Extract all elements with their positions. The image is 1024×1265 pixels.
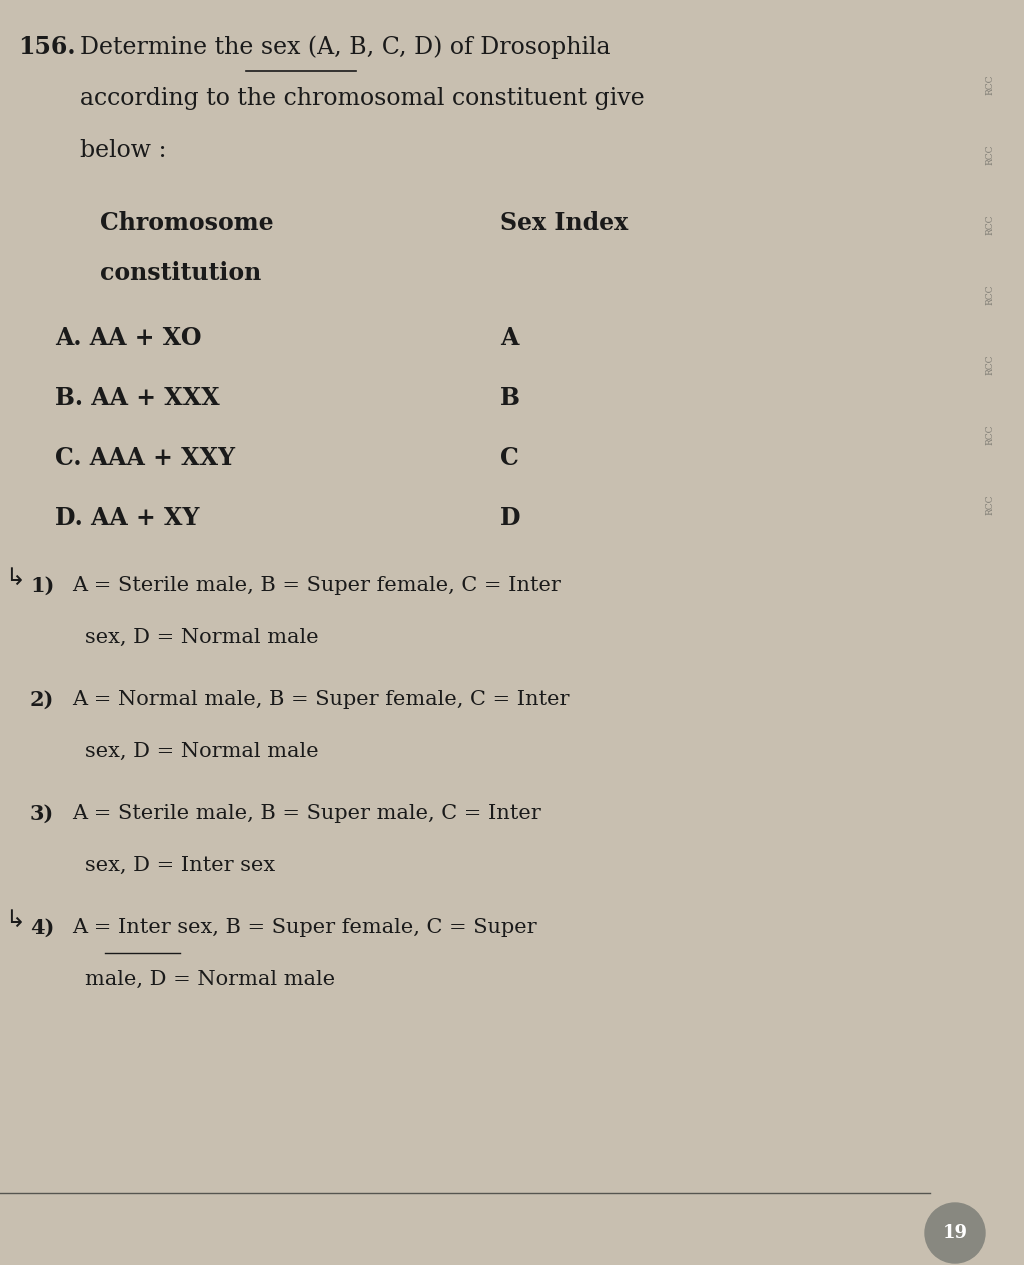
Text: according to the chromosomal constituent give: according to the chromosomal constituent…	[80, 87, 645, 110]
Text: D: D	[500, 506, 520, 530]
Text: B: B	[500, 386, 520, 410]
Text: C. AAA + XXY: C. AAA + XXY	[55, 447, 234, 471]
Circle shape	[925, 1203, 985, 1262]
Text: Chromosome: Chromosome	[100, 211, 273, 235]
Text: 3): 3)	[30, 805, 54, 824]
Text: A = Sterile male, B = Super female, C = Inter: A = Sterile male, B = Super female, C = …	[72, 576, 561, 595]
Text: RCC: RCC	[985, 425, 994, 445]
Text: D. AA + XY: D. AA + XY	[55, 506, 200, 530]
Text: 1): 1)	[30, 576, 54, 596]
Text: constitution: constitution	[100, 261, 261, 285]
Text: A = Normal male, B = Super female, C = Inter: A = Normal male, B = Super female, C = I…	[72, 689, 569, 708]
Text: 2): 2)	[30, 689, 54, 710]
Text: male, D = Normal male: male, D = Normal male	[85, 970, 335, 989]
Text: 19: 19	[942, 1225, 968, 1242]
Text: Sex Index: Sex Index	[500, 211, 629, 235]
Text: A. AA + XO: A. AA + XO	[55, 326, 202, 350]
Text: RCC: RCC	[985, 285, 994, 305]
Text: sex, D = Normal male: sex, D = Normal male	[85, 627, 318, 646]
Text: ↳: ↳	[5, 908, 25, 932]
Text: A = Sterile male, B = Super male, C = Inter: A = Sterile male, B = Super male, C = In…	[72, 805, 541, 824]
Text: 4): 4)	[30, 918, 54, 939]
Text: A: A	[500, 326, 518, 350]
Text: C: C	[500, 447, 519, 471]
Text: RCC: RCC	[985, 215, 994, 235]
Text: sex, D = Normal male: sex, D = Normal male	[85, 743, 318, 762]
Text: RCC: RCC	[985, 75, 994, 95]
Text: RCC: RCC	[985, 144, 994, 166]
Text: sex, D = Inter sex: sex, D = Inter sex	[85, 856, 275, 875]
Text: ↳: ↳	[5, 565, 25, 589]
Text: A = Inter sex, B = Super female, C = Super: A = Inter sex, B = Super female, C = Sup…	[72, 918, 537, 937]
Text: 156.: 156.	[18, 35, 76, 59]
Text: Determine the sex (A, B, C, D) of Drosophila: Determine the sex (A, B, C, D) of Drosop…	[80, 35, 610, 58]
Text: RCC: RCC	[985, 354, 994, 376]
Text: B. AA + XXX: B. AA + XXX	[55, 386, 220, 410]
Text: below :: below :	[80, 139, 167, 162]
Text: RCC: RCC	[985, 495, 994, 515]
